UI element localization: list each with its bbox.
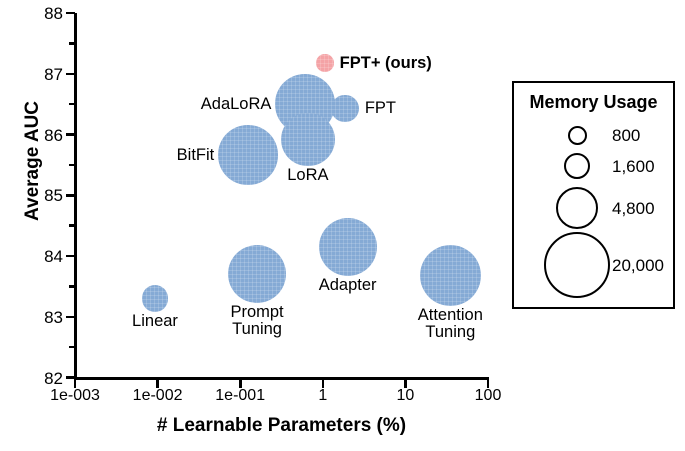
data-point-label: FPT+ (ours) [339,53,432,72]
data-point-bubble [141,285,169,312]
y-tick-label: 85 [44,186,63,206]
data-point-label: Prompt Tuning [230,303,284,339]
legend-box: Memory Usage 800 1,600 4,800 20,000 [512,81,675,309]
data-point-label: Linear [132,311,178,330]
x-axis-line [74,377,489,380]
y-tick-major [66,376,75,379]
data-point-bubble [316,54,334,72]
legend-size-circle [564,153,590,179]
x-tick-major [156,379,159,388]
data-point-bubble [227,245,287,304]
y-tick-minor [69,163,75,167]
x-tick-major [73,379,77,388]
y-tick-major [66,194,75,197]
legend-size-circle [556,187,598,229]
y-tick-label: 82 [44,368,63,388]
data-point-bubble [419,244,482,307]
x-tick-major [486,379,490,388]
x-tick-label: 1e-003 [50,387,100,404]
data-point-label: LoRA [287,166,329,185]
data-point-label: FPT [364,99,396,118]
y-tick-label: 86 [44,125,63,145]
data-point-label: BitFit [176,146,215,165]
legend-size-circle [567,125,587,145]
y-tick-major [66,315,75,319]
data-point-label: Adapter [318,276,377,294]
legend-title: Memory Usage [529,92,658,112]
x-tick-major [321,379,325,388]
data-point-label: AdaLoRA [200,95,272,114]
data-point-label: Attention Tuning [417,306,483,341]
y-axis-line [74,13,77,379]
legend-size-label: 20,000 [612,256,664,275]
y-tick-major [66,11,75,15]
y-tick-minor [69,224,75,227]
x-tick-label: 1e-001 [215,387,266,404]
y-tick-major [66,254,75,258]
data-point-bubble [218,125,278,185]
y-tick-major [66,72,75,76]
data-point-bubble [318,217,377,276]
y-tick-minor [69,42,75,45]
x-axis-title: # Learnable Parameters (%) [156,415,407,436]
x-tick-label: 1e-002 [132,387,183,404]
x-tick-major [239,379,242,388]
y-tick-label: 84 [44,247,63,266]
x-tick-major [404,379,407,388]
y-tick-minor [69,102,75,106]
y-tick-label: 88 [44,4,63,23]
legend-size-label: 4,800 [612,199,655,218]
x-tick-label: 10 [396,387,415,404]
x-tick-label: 1 [318,387,328,404]
legend-size-circle [544,232,610,298]
y-tick-minor [69,345,75,349]
data-point-bubble [281,112,335,167]
y-tick-minor [69,285,75,288]
x-tick-label: 100 [474,387,502,404]
y-axis-title: Average AUC [22,100,43,222]
y-tick-label: 83 [44,307,63,327]
data-point-bubble [331,94,359,123]
legend-size-label: 1,600 [612,157,655,176]
y-tick-label: 87 [44,64,63,84]
y-tick-major [66,133,75,136]
legend-size-label: 800 [612,126,641,145]
